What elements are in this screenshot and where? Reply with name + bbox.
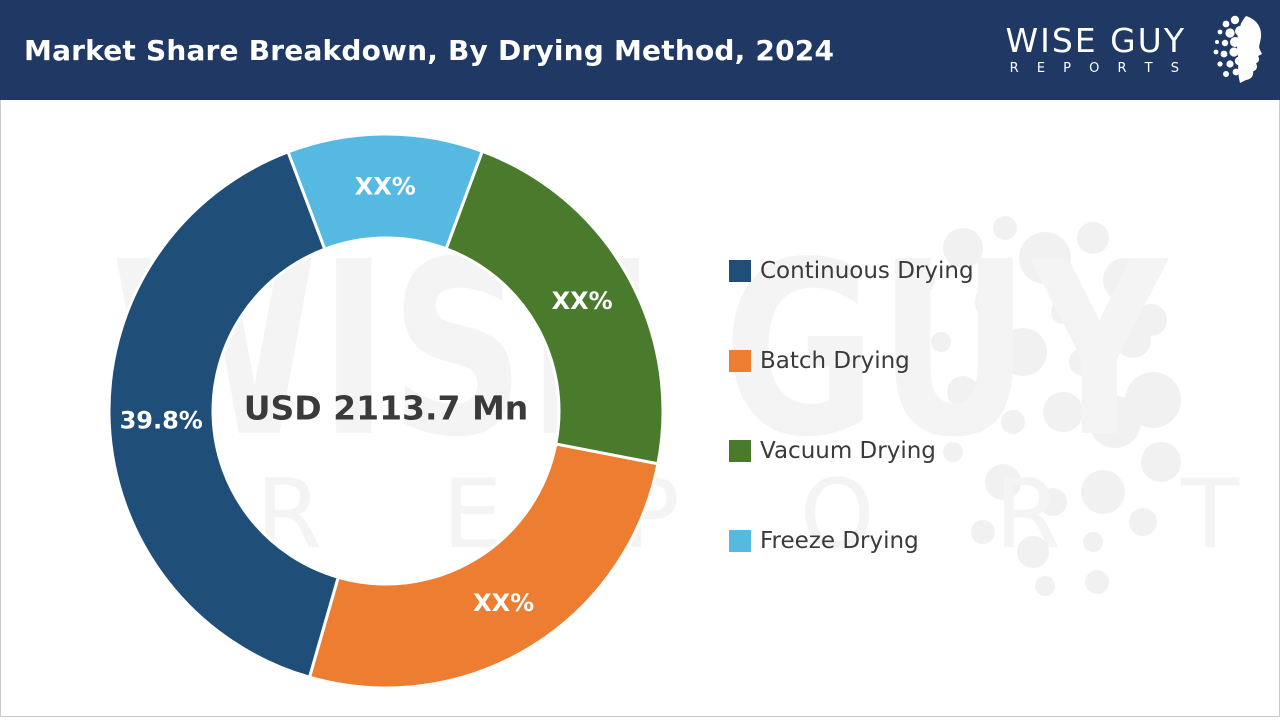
legend-label: Freeze Drying (760, 528, 919, 554)
legend-item-continuous-drying: Continuous Drying (729, 258, 974, 284)
logo-wordmark-line1: WISE GUY (1005, 21, 1186, 61)
legend-item-freeze-drying: Freeze Drying (729, 528, 974, 554)
watermark-face-dots (907, 216, 1181, 596)
slice-label-batch-drying: XX% (473, 589, 534, 617)
slice-label-vacuum-drying: XX% (552, 287, 613, 315)
legend-swatch-icon (729, 350, 751, 372)
donut-chart: 39.8% XX% XX% XX% (107, 132, 665, 690)
donut-slice-batch-drying (308, 442, 660, 690)
legend: Continuous Drying Batch Drying Vacuum Dryi… (729, 258, 974, 618)
legend-item-vacuum-drying: Vacuum Drying (729, 438, 974, 464)
watermark-reports: R E P O R T S (256, 460, 1280, 570)
logo-face-icon (1213, 15, 1262, 83)
legend-swatch-icon (729, 440, 751, 462)
donut-slice-continuous-drying (107, 150, 340, 679)
header-bar: Market Share Breakdown, By Drying Method… (0, 0, 1280, 100)
chart-area: WISE GUY R E P O R T S 39.8%XX%XX%XX% US… (0, 100, 1280, 717)
wiseguy-logo: WISE GUY R E P O R T S (1005, 12, 1266, 88)
legend-swatch-icon (729, 530, 751, 552)
legend-item-batch-drying: Batch Drying (729, 348, 974, 374)
page-title: Market Share Breakdown, By Drying Method… (24, 33, 835, 67)
logo-wordmark-line2: R E P O R T S (1009, 60, 1186, 76)
slice-label-freeze-drying: XX% (355, 172, 416, 200)
donut-center-value: USD 2113.7 Mn (243, 388, 529, 428)
legend-swatch-icon (729, 260, 751, 282)
donut-slice-freeze-drying (286, 132, 484, 251)
slice-label-continuous-drying: 39.8% (120, 407, 203, 435)
logo-wordmark: WISE GUY R E P O R T S (1005, 24, 1186, 76)
legend-label: Vacuum Drying (760, 438, 936, 464)
donut-slice-vacuum-drying (444, 149, 665, 466)
legend-label: Batch Drying (760, 348, 910, 374)
legend-label: Continuous Drying (760, 258, 974, 284)
